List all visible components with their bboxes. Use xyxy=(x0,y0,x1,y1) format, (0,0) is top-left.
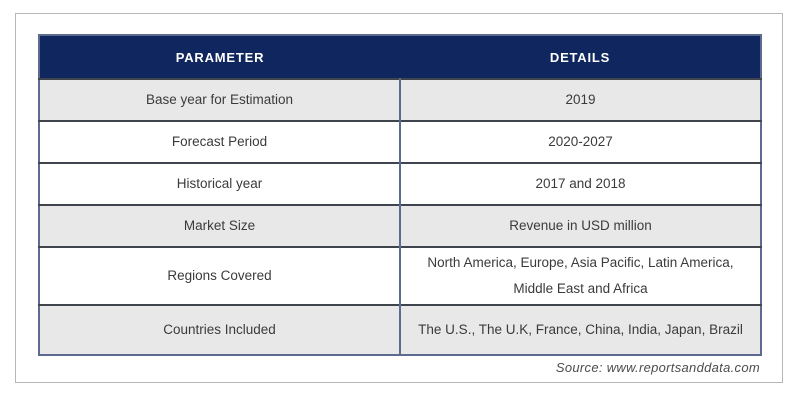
parameter-cell: Regions Covered xyxy=(39,247,401,305)
table-row-base-year: Base year for Estimation 2019 xyxy=(39,79,761,121)
table-row-historical-year: Historical year 2017 and 2018 xyxy=(39,163,761,205)
content-frame: PARAMETER DETAILS Base year for Estimati… xyxy=(15,13,783,383)
details-cell: North America, Europe, Asia Pacific, Lat… xyxy=(427,255,734,296)
details-cell: 2020-2027 xyxy=(548,134,613,150)
details-cell: 2017 and 2018 xyxy=(535,176,626,192)
details-cell: The U.S., The U.K, France, China, India,… xyxy=(418,322,743,338)
column-header-parameter: PARAMETER xyxy=(39,35,400,79)
parameter-cell: Base year for Estimation xyxy=(39,79,401,121)
source-attribution: Source: www.reportsanddata.com xyxy=(555,360,760,375)
table-row-countries-included: Countries Included The U.S., The U.K, Fr… xyxy=(39,305,761,355)
parameter-cell: Forecast Period xyxy=(39,121,401,163)
table-row-regions-covered: Regions Covered North America, Europe, A… xyxy=(39,247,761,305)
table-header-row: PARAMETER DETAILS xyxy=(39,35,761,79)
parameter-cell: Countries Included xyxy=(39,305,401,355)
column-header-details: DETAILS xyxy=(400,35,761,79)
table-row-market-size: Market Size Revenue in USD million xyxy=(39,205,761,247)
report-scope-table: PARAMETER DETAILS Base year for Estimati… xyxy=(38,34,762,356)
details-cell: Revenue in USD million xyxy=(509,218,652,234)
parameter-cell: Historical year xyxy=(39,163,401,205)
table-row-forecast-period: Forecast Period 2020-2027 xyxy=(39,121,761,163)
parameter-cell: Market Size xyxy=(39,205,401,247)
details-cell: 2019 xyxy=(565,92,596,108)
